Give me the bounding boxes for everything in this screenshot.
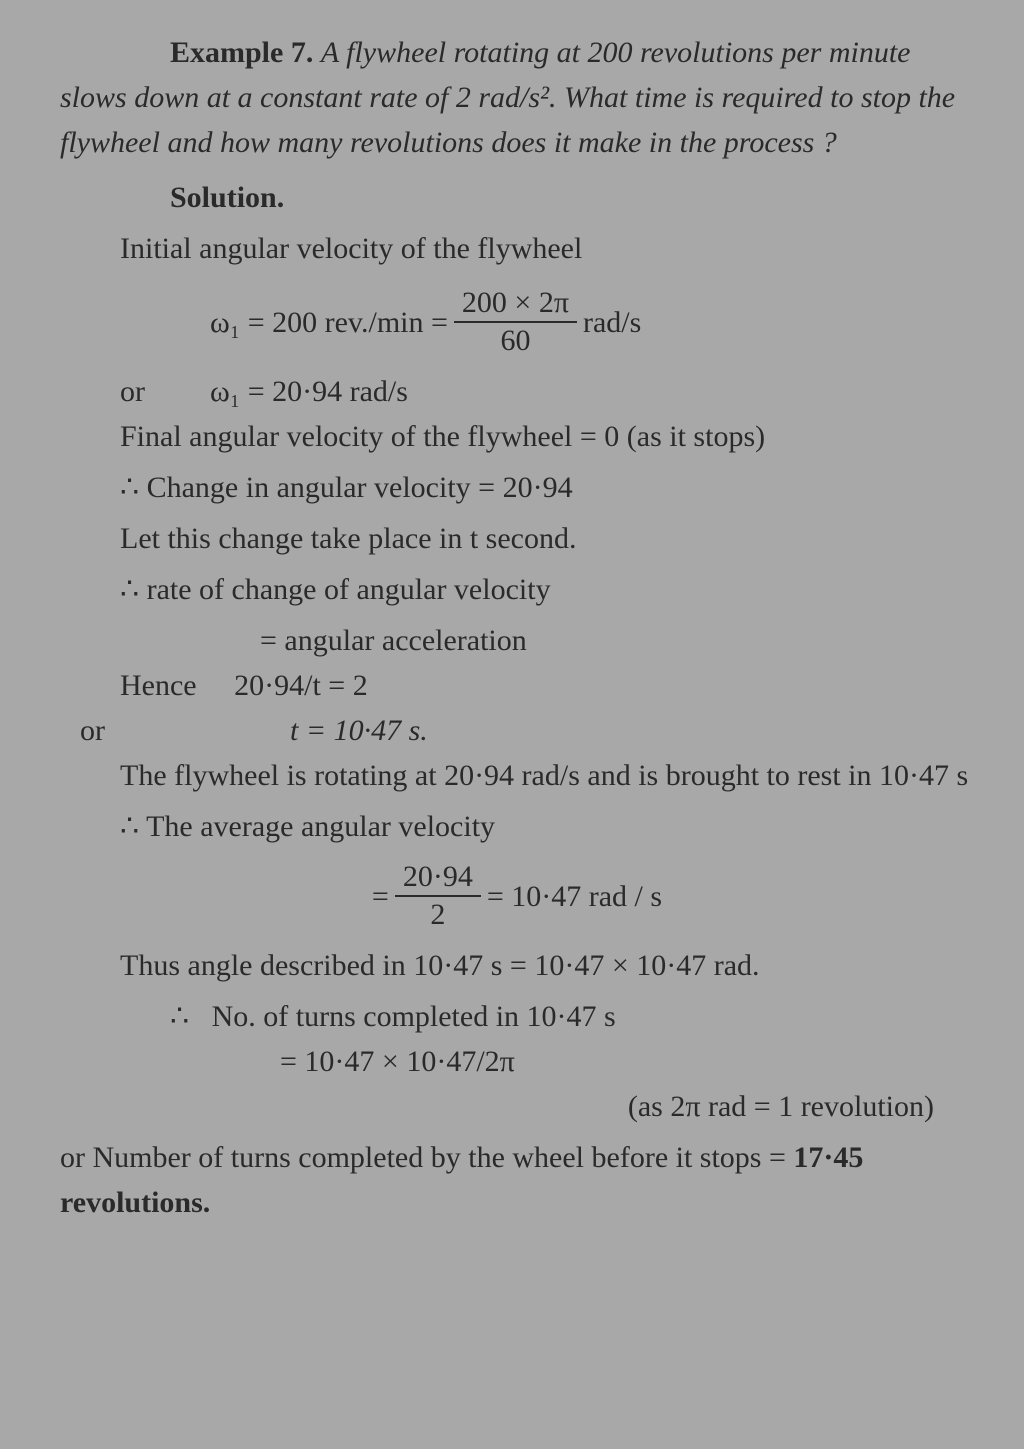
rate-line: ∴ rate of change of angular velocity (120, 567, 974, 612)
hence-label: Hence (120, 669, 197, 702)
let-text: Let this change take place in t second. (120, 516, 974, 561)
problem-block: Example 7. A flywheel rotating at 200 re… (60, 30, 974, 165)
omega1-value: ω₁ = 20·94 rad/s (210, 375, 408, 408)
hence-row: Hence 20·94/t = 2 (120, 663, 974, 708)
solution-heading: Solution. (170, 175, 974, 220)
final-text-prefix: or Number of turns completed by the whee… (60, 1141, 793, 1174)
turns-label: No. of turns completed in 10·47 s (212, 1000, 616, 1033)
omega1-unit: rad/s (583, 300, 641, 345)
angle-text: Thus angle described in 10·47 s = 10·47 … (60, 943, 974, 988)
change-line: ∴ Change in angular velocity = 20·94 (120, 465, 974, 510)
example-label: Example 7. (170, 36, 313, 69)
turns-line: ∴ No. of turns completed in 10·47 s (170, 994, 974, 1039)
change-text: Change in angular velocity = 20·94 (147, 471, 573, 504)
therefore-icon-3: ∴ (120, 810, 139, 843)
omega1-frac-num: 200 × 2π (454, 285, 577, 323)
avg-velocity-label: The average angular velocity (146, 810, 495, 843)
avg-fraction: 20·94 2 (395, 859, 481, 933)
or-label-2: or (80, 708, 105, 753)
omega1-fraction: 200 × 2π 60 (454, 285, 577, 359)
omega1-line1: ω₁ = 200 rev./min = 200 × 2π 60 rad/s (210, 285, 974, 359)
omega1-equation: ω₁ = 200 rev./min = 200 × 2π 60 rad/s (60, 285, 974, 359)
angular-accel-text: = angular acceleration (260, 618, 974, 663)
or-row-2: or t = 10·47 s. (60, 708, 974, 753)
rate-text: rate of change of angular velocity (147, 573, 551, 606)
or-row-1: or ω₁ = 20·94 rad/s (60, 369, 974, 414)
avg-frac-num: 20·94 (395, 859, 481, 897)
revolution-note: (as 2π rad = 1 revolution) (60, 1084, 974, 1129)
avg-equation: = 20·94 2 = 10·47 rad / s (60, 859, 974, 933)
hence-eq: 20·94/t = 2 (234, 669, 368, 702)
omega1-lhs: ω₁ = 200 rev./min = (210, 300, 448, 345)
therefore-icon-2: ∴ (120, 573, 139, 606)
avg-frac-den: 2 (422, 897, 453, 933)
rotating-text: The flywheel is rotating at 20·94 rad/s … (60, 753, 974, 798)
initial-velocity-label: Initial angular velocity of the flywheel (120, 226, 974, 271)
or-label-1: or (120, 369, 145, 414)
therefore-icon-4: ∴ (170, 1000, 189, 1033)
t-value: t = 10·47 s. (290, 714, 428, 747)
final-answer-line: or Number of turns completed by the whee… (60, 1135, 974, 1225)
final-velocity-text: Final angular velocity of the flywheel =… (60, 414, 974, 459)
therefore-icon-1: ∴ (120, 471, 139, 504)
avg-result: = 10·47 rad / s (487, 874, 662, 919)
avg-velocity-line: ∴ The average angular velocity (120, 804, 974, 849)
turns-eq: = 10·47 × 10·47/2π (280, 1039, 974, 1084)
omega1-frac-den: 60 (492, 323, 538, 359)
